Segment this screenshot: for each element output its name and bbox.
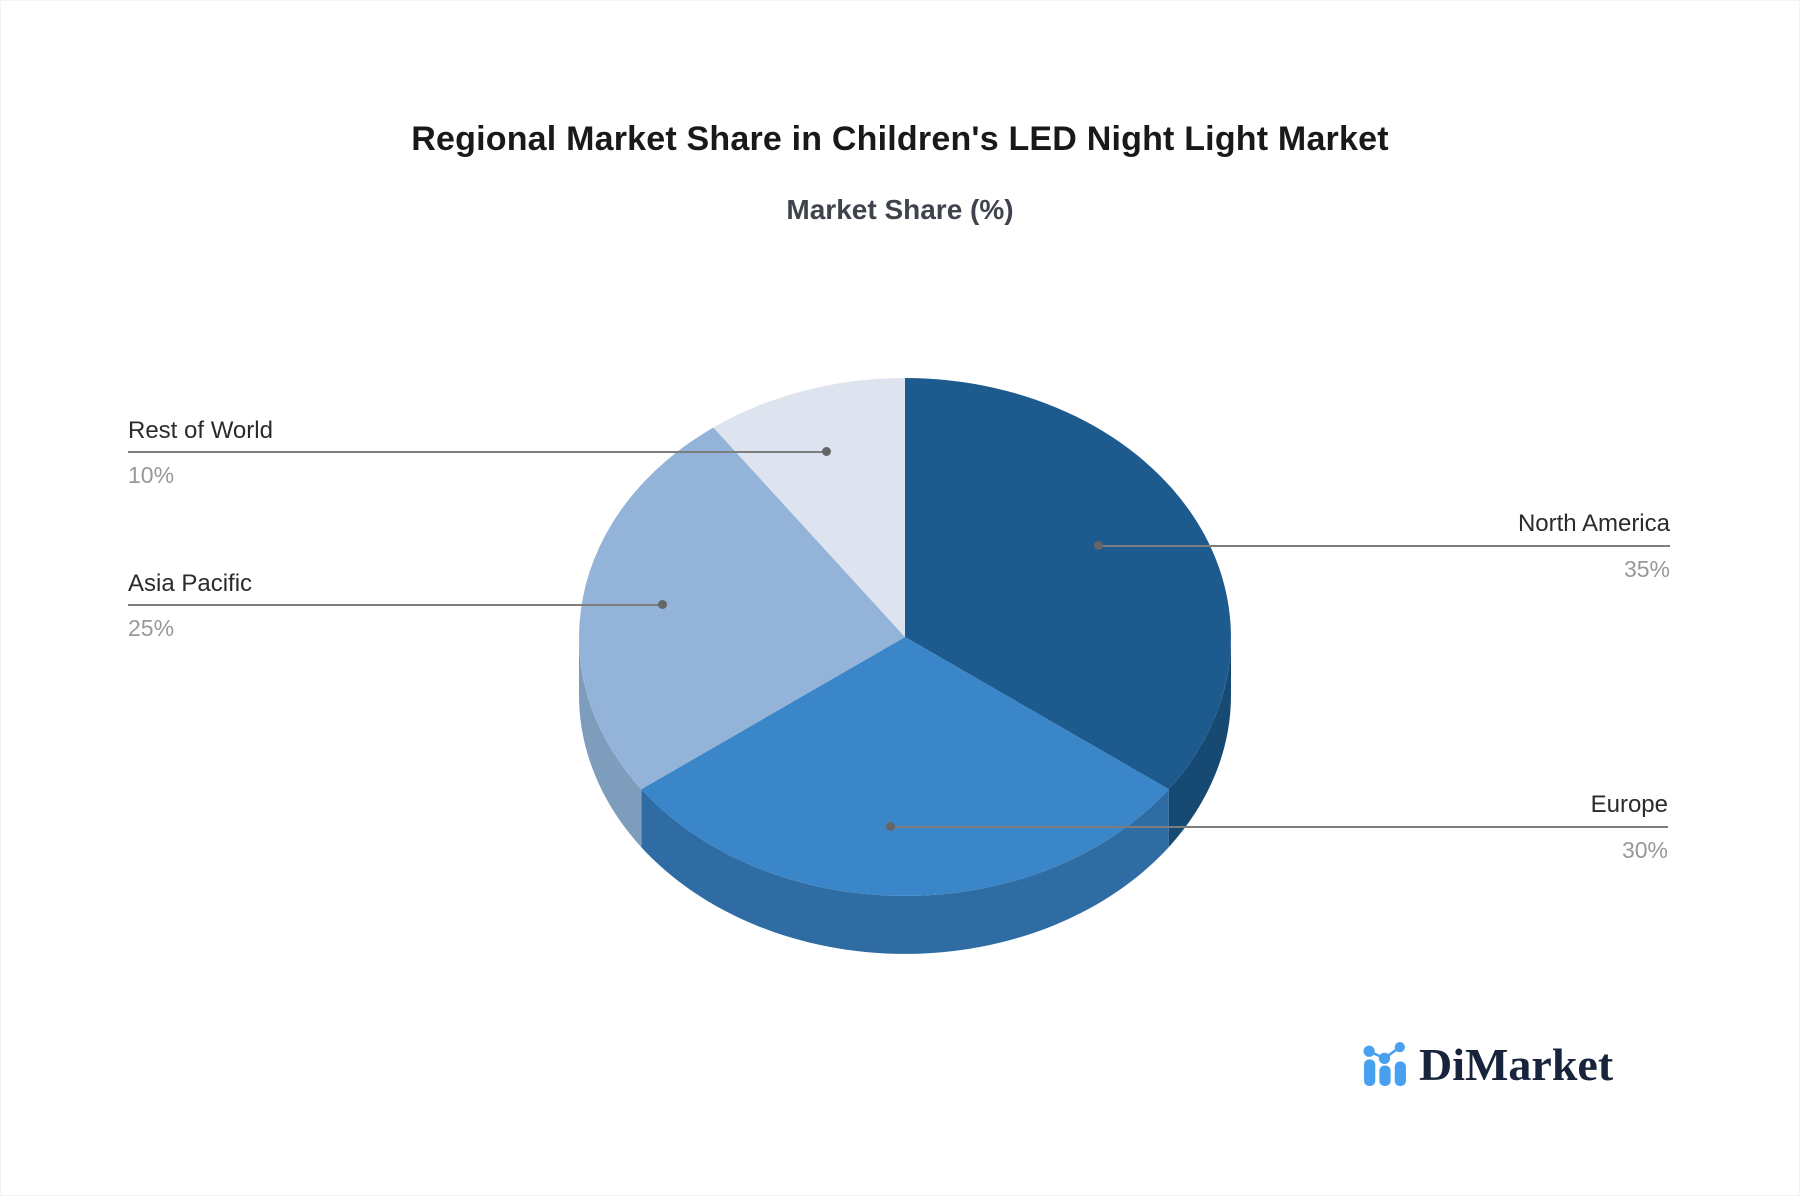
leader-dot-north-america <box>1094 541 1103 550</box>
leader-line-north-america <box>1099 545 1670 547</box>
pie-slice-asia-pacific <box>579 427 905 790</box>
slice-label-europe: Europe <box>1590 791 1668 818</box>
chart-title: Regional Market Share in Children's LED … <box>411 120 1389 158</box>
logo-text: DiMarket <box>1419 1039 1614 1090</box>
pie-slice-side-europe <box>641 789 1169 954</box>
bar-chart-trend-icon <box>1363 1042 1406 1086</box>
slice-label-north-america: North America <box>1517 510 1670 537</box>
leader-dot-europe <box>886 822 895 831</box>
leader-dot-asia-pacific <box>658 600 667 609</box>
slice-label-rest-of-world: Rest of World <box>128 417 273 444</box>
pie-slice-rest-of-world <box>713 378 905 637</box>
slice-value-asia-pacific: 25% <box>128 615 175 641</box>
leader-line-rest-of-world <box>128 451 827 453</box>
slice-value-rest-of-world: 10% <box>128 462 175 488</box>
pie-slice-side-asia-pacific <box>579 637 642 848</box>
pie-slice-north-america <box>905 378 1231 790</box>
slice-value-north-america: 35% <box>1623 556 1670 582</box>
leader-line-europe <box>890 826 1668 828</box>
slice-label-asia-pacific: Asia Pacific <box>128 570 253 597</box>
pie-slice-side-north-america <box>1168 637 1231 848</box>
slice-value-europe: 30% <box>1621 837 1668 863</box>
pie-slice-europe <box>641 637 1169 896</box>
leader-dot-rest-of-world <box>822 447 831 456</box>
leader-line-asia-pacific <box>128 604 663 606</box>
chart-subtitle: Market Share (%) <box>786 194 1014 225</box>
dimarket-logo: DiMarket <box>1363 1042 1613 1088</box>
